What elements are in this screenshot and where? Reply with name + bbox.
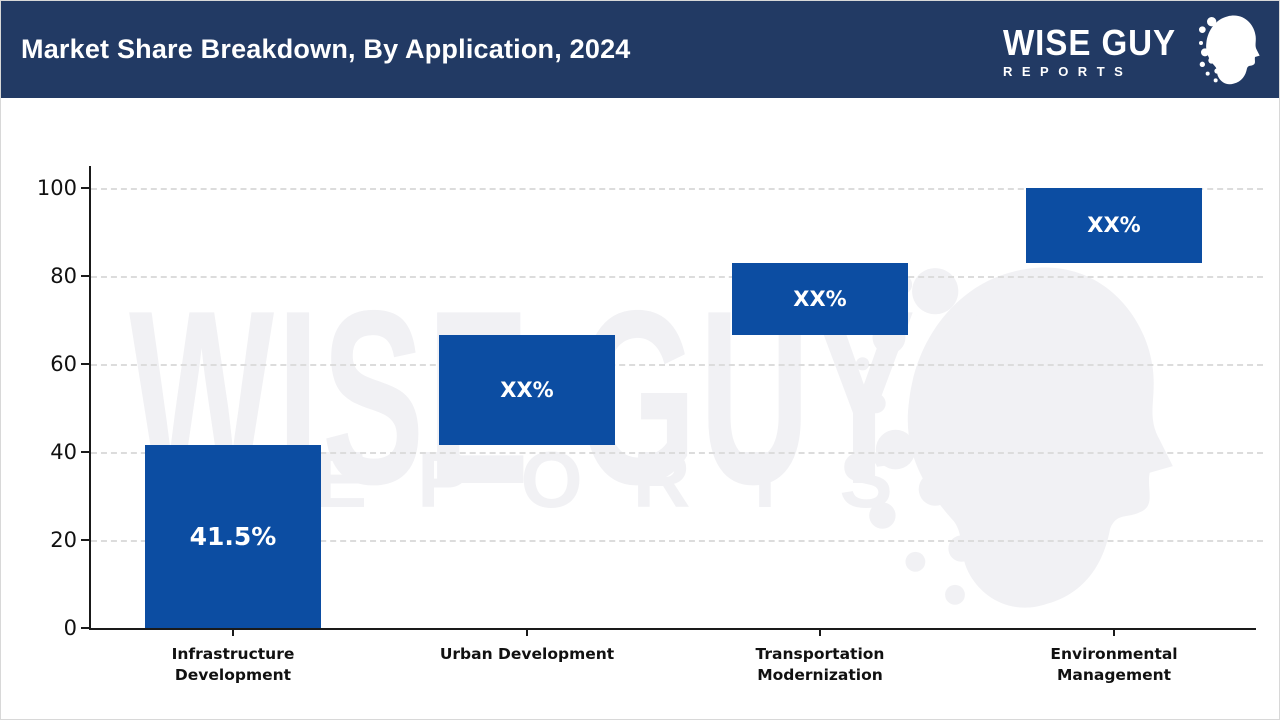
y-tick-label: 100	[36, 176, 77, 200]
y-tick-mark	[81, 187, 89, 189]
logo-text: WISE GUY REPORTS	[1002, 22, 1191, 80]
header-bar: Market Share Breakdown, By Application, …	[1, 1, 1279, 98]
gridline-y-100	[91, 188, 1263, 190]
gridline-y-20	[91, 540, 1263, 542]
x-category-label-1: Infrastructure Development	[171, 645, 295, 684]
x-category-label-3: Transportation Modernization	[755, 645, 885, 684]
plot-area: 0 20 40 60 80 100 41.5% XX% XX% XX% Infrastructure…	[37, 166, 1263, 684]
gridline-y-60	[91, 364, 1263, 366]
x-tick-mark	[819, 628, 821, 636]
y-tick-mark	[81, 275, 89, 277]
chart-area: WISE GUY REPORTS 0 20 40 60 80 100 41.5% XX% XX%…	[1, 98, 1279, 719]
x-tick-mark	[526, 628, 528, 636]
y-tick-mark	[81, 539, 89, 541]
bar-value-label: 41.5%	[189, 522, 277, 552]
y-tick-label: 80	[50, 264, 77, 288]
logo-wiseguy-text: WISE GUY	[1002, 22, 1176, 63]
bar-environmental-management: XX%	[1026, 188, 1202, 263]
y-tick-mark	[81, 363, 89, 365]
bar-transportation-modernization: XX%	[732, 262, 908, 336]
x-tick-mark	[1113, 628, 1115, 636]
logo-head-icon	[1199, 15, 1260, 85]
y-tick-mark	[81, 451, 89, 453]
y-tick-mark	[81, 627, 89, 629]
gridline-y-80	[91, 276, 1263, 278]
chart-title: Market Share Breakdown, By Application, …	[21, 34, 631, 64]
bar-value-label: XX%	[500, 378, 554, 403]
y-tick-label: 20	[50, 528, 77, 552]
x-category-label-4: Environmental Management	[1050, 645, 1178, 684]
wiseguy-logo: WISE GUY REPORTS	[1003, 9, 1269, 91]
bar-value-label: XX%	[1087, 213, 1141, 238]
y-tick-label: 60	[50, 352, 77, 376]
x-tick-mark	[232, 628, 234, 636]
gridline-y-40	[91, 452, 1263, 454]
x-category-label-2: Urban Development	[439, 645, 615, 663]
y-tick-label: 0	[63, 616, 77, 640]
y-tick-label: 40	[50, 440, 77, 464]
logo-reports-text: REPORTS	[1002, 64, 1133, 79]
bar-urban-development: XX%	[439, 335, 615, 446]
bar-value-label: XX%	[793, 287, 847, 312]
bar-infrastructure-development: 41.5%	[145, 445, 321, 628]
